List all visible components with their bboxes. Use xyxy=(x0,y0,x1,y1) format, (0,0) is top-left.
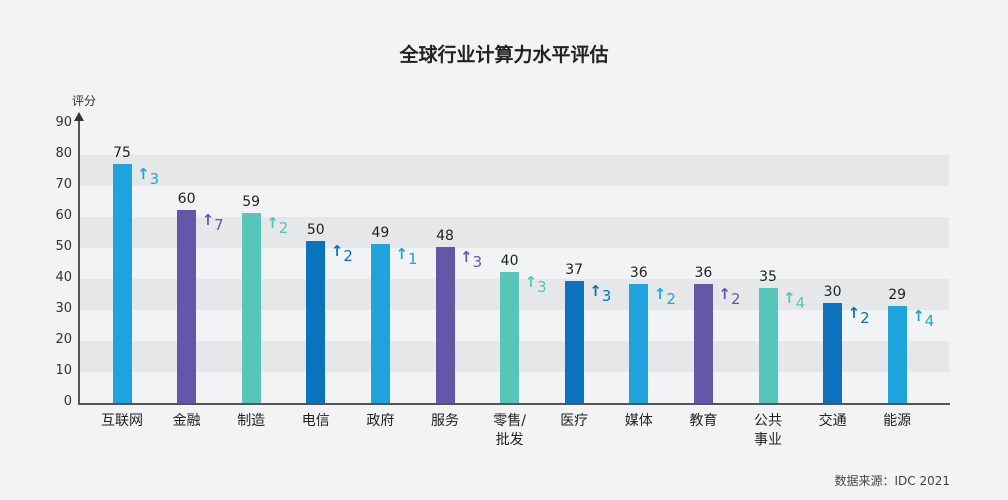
arrow-up-icon: ↑ xyxy=(589,282,602,301)
rank-change-value: 2 xyxy=(343,247,353,265)
rank-change-value: 3 xyxy=(601,287,612,306)
rank-change: ↑7 xyxy=(201,211,224,233)
bar-value-label: 50 xyxy=(306,222,325,238)
y-tick-label: 0 xyxy=(63,394,72,409)
rank-change-value: 2 xyxy=(730,290,741,309)
y-tick-label: 10 xyxy=(55,363,72,378)
rank-change: ↑3 xyxy=(524,273,547,295)
chart-title: 全球行业计算力水平评估 xyxy=(399,44,609,66)
y-tick-label: 20 xyxy=(55,332,72,347)
rank-change: ↑3 xyxy=(460,248,482,270)
source-note: 数据来源：IDC 2021 xyxy=(834,474,950,488)
x-tick-label: 互联网 xyxy=(101,413,143,429)
bar-value-label: 75 xyxy=(113,144,131,161)
bar xyxy=(435,247,455,403)
bar xyxy=(629,284,649,403)
rank-change-value: 4 xyxy=(924,312,935,331)
rank-change: ↑2 xyxy=(718,285,740,307)
bar-value-label: 36 xyxy=(629,265,648,282)
y-axis-line xyxy=(78,118,80,404)
rank-change-value: 2 xyxy=(278,219,289,238)
bar-value-label: 40 xyxy=(500,253,519,269)
bar xyxy=(112,163,132,403)
arrow-up-icon: ↑ xyxy=(653,285,667,304)
bar-value-label: 59 xyxy=(242,194,261,211)
bar xyxy=(370,244,390,403)
rank-change-value: 2 xyxy=(860,309,870,327)
bar-value-label: 49 xyxy=(371,225,390,242)
y-tick-label: 30 xyxy=(55,301,72,316)
bar-value-label: 60 xyxy=(177,191,196,207)
x-axis-line xyxy=(78,403,950,405)
bar-value-label: 48 xyxy=(436,228,454,245)
y-tick-label: 50 xyxy=(55,239,72,254)
y-tick-label: 80 xyxy=(55,146,72,161)
rank-change: ↑2 xyxy=(330,242,353,264)
y-tick-label: 90 xyxy=(55,115,72,130)
y-tick-label: 70 xyxy=(55,177,72,192)
arrow-up-icon: ↑ xyxy=(912,307,925,326)
bar xyxy=(693,284,713,403)
arrow-up-icon: ↑ xyxy=(395,245,408,264)
bar-value-label: 35 xyxy=(759,268,777,285)
bar xyxy=(306,241,326,403)
arrow-up-icon: ↑ xyxy=(266,214,279,233)
arrow-up-icon: ↑ xyxy=(524,273,538,291)
arrow-up-icon: ↑ xyxy=(201,211,215,229)
x-tick-label: 媒体 xyxy=(624,413,653,429)
arrow-up-icon: ↑ xyxy=(137,164,150,183)
rank-change-value: 7 xyxy=(214,216,224,234)
bar-value-label: 37 xyxy=(565,262,584,279)
bar xyxy=(887,306,907,403)
bar-value-label: 36 xyxy=(694,265,713,282)
bar-value-label: 29 xyxy=(888,287,907,304)
rank-change: ↑2 xyxy=(266,214,288,236)
rank-change-value: 3 xyxy=(149,169,160,188)
rank-change-value: 2 xyxy=(666,290,676,309)
arrow-up-icon: ↑ xyxy=(847,304,861,322)
rank-change: ↑4 xyxy=(912,307,934,329)
x-tick-label: 服务 xyxy=(431,413,459,429)
bar xyxy=(177,210,197,403)
rank-change: ↑2 xyxy=(653,285,676,307)
bar xyxy=(823,303,843,403)
arrow-up-icon: ↑ xyxy=(460,248,473,267)
x-tick-label: 教育 xyxy=(689,413,718,429)
y-axis-arrow-icon xyxy=(74,112,84,121)
rank-change-value: 1 xyxy=(407,250,418,269)
rank-change: ↑2 xyxy=(847,304,870,326)
rank-change: ↑3 xyxy=(589,282,611,304)
rank-change: ↑3 xyxy=(137,164,159,186)
x-tick-label: 能源 xyxy=(883,413,912,429)
x-tick-label: 交通 xyxy=(818,413,847,429)
y-tick-label: 60 xyxy=(55,208,72,223)
arrow-up-icon: ↑ xyxy=(718,285,731,304)
grid-band xyxy=(79,217,949,248)
bar xyxy=(241,213,261,403)
x-tick-label: 金融 xyxy=(172,413,201,429)
bar-value-label: 30 xyxy=(823,284,842,300)
rank-change: ↑4 xyxy=(783,288,805,310)
arrow-up-icon: ↑ xyxy=(783,288,796,307)
grid-band xyxy=(79,155,949,186)
arrow-up-icon: ↑ xyxy=(330,242,344,260)
rank-change-value: 4 xyxy=(795,293,806,312)
y-axis-label: 评分 xyxy=(72,94,97,108)
y-tick-label: 40 xyxy=(55,270,72,285)
bar xyxy=(758,287,778,403)
bar xyxy=(500,272,520,403)
x-tick-label: 零售/ 批发 xyxy=(493,413,526,448)
x-tick-label: 电信 xyxy=(301,413,330,429)
x-tick-label: 公共 事业 xyxy=(754,413,782,448)
x-tick-label: 制造 xyxy=(237,413,266,429)
rank-change-value: 3 xyxy=(537,278,547,296)
rank-change: ↑1 xyxy=(395,245,417,267)
x-tick-label: 医疗 xyxy=(560,413,589,429)
x-tick-label: 政府 xyxy=(366,413,395,429)
rank-change-value: 3 xyxy=(472,253,483,272)
bar xyxy=(564,281,584,403)
